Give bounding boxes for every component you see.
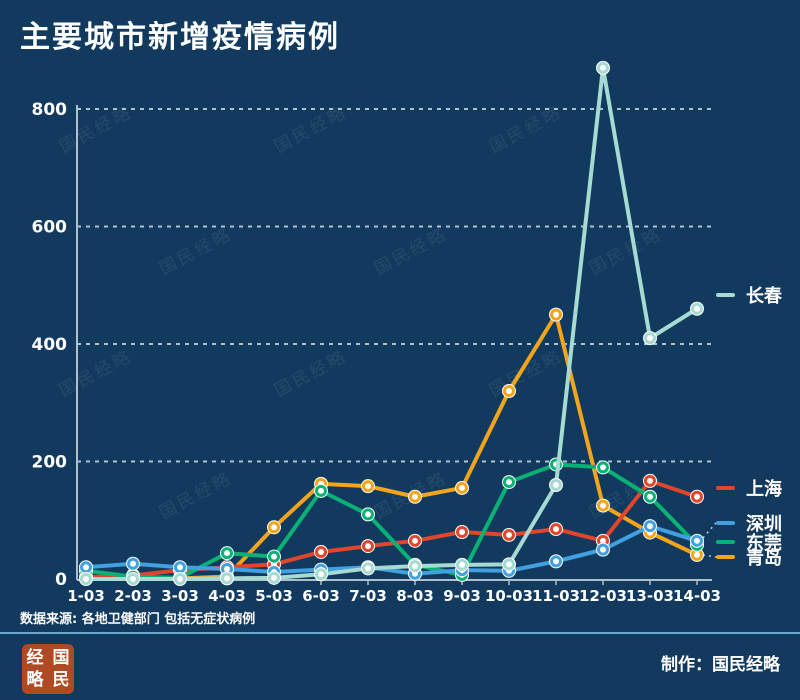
data-point [315, 545, 327, 558]
data-point [550, 523, 562, 536]
logo-char: 国 [52, 648, 70, 668]
data-point [503, 528, 515, 541]
x-tick-label: 6-03 [302, 587, 340, 605]
x-tick-label: 2-03 [114, 587, 152, 605]
series-长春 [79, 60, 704, 586]
legend-item-长春: 长春 [716, 284, 782, 307]
chart-title: 主要城市新增疫情病例 [20, 20, 340, 55]
data-point [221, 572, 233, 585]
y-tick-label: 0 [55, 570, 67, 590]
y-tick-label: 400 [32, 335, 68, 355]
x-tick-label: 10-03 [485, 587, 533, 605]
producer-credit: 制作：国民经略 [661, 655, 780, 675]
x-tick-label: 11-03 [532, 587, 580, 605]
series-line [84, 478, 699, 580]
data-point [550, 479, 562, 491]
x-tick-label: 9-03 [443, 587, 481, 605]
data-point [691, 534, 703, 547]
source-note: 数据来源: 各地卫健部门 包括无症状病例 [20, 612, 256, 627]
data-point [597, 499, 609, 512]
y-tick-label: 600 [32, 218, 68, 238]
data-point [456, 526, 468, 538]
series-line [84, 65, 699, 581]
legend-dash-icon [716, 293, 735, 297]
data-point [644, 520, 656, 533]
legend-label: 深圳 [746, 514, 782, 535]
data-point [503, 476, 515, 489]
data-point [456, 481, 468, 494]
legend-item-青岛: 青岛 [716, 546, 782, 569]
y-tick-label: 200 [32, 453, 68, 473]
data-point [268, 571, 280, 584]
data-point [268, 550, 280, 563]
y-tick-label: 800 [32, 100, 68, 120]
data-point [221, 547, 233, 560]
legend-dash-icon [716, 486, 735, 490]
data-point [691, 302, 703, 315]
data-point [174, 573, 186, 585]
data-point [503, 385, 515, 397]
data-point [409, 560, 421, 573]
data-point [362, 540, 374, 553]
x-tick-label: 5-03 [255, 587, 293, 605]
data-point [644, 490, 656, 503]
legend-connector-qingdao [702, 554, 717, 558]
legend-label: 长春 [746, 286, 782, 307]
data-point [80, 573, 92, 585]
line-chart: 0 200 400 600 800 1-03 2-03 3-03 4-03 5-03 6-03 7-0… [32, 60, 721, 605]
series-line [84, 524, 699, 576]
data-point [409, 534, 421, 547]
data-point [691, 490, 703, 503]
legend-dash-icon [716, 540, 735, 544]
data-point [315, 484, 327, 497]
legend-item-深圳: 深圳 [716, 512, 782, 535]
data-point [362, 480, 374, 493]
legend-connector-shenzhen [702, 522, 717, 539]
brand-seal-logo: 经 国 略 民 [22, 644, 74, 694]
data-point [268, 521, 280, 534]
x-tick-label: 7-03 [349, 587, 387, 605]
data-point [362, 562, 374, 575]
data-point [409, 490, 421, 503]
legend-item-上海: 上海 [716, 477, 782, 500]
legend-label: 青岛 [746, 548, 782, 569]
data-point [597, 61, 609, 74]
legend-dash-icon [716, 521, 735, 525]
data-point [174, 561, 186, 574]
data-point [550, 308, 562, 321]
x-tick-label: 12-03 [579, 587, 627, 605]
x-tick-label: 8-03 [396, 587, 434, 605]
footer-divider [0, 632, 800, 634]
logo-char: 经 [26, 648, 44, 668]
x-tick-label: 13-03 [626, 587, 674, 605]
data-point [597, 461, 609, 474]
legend-dash-icon [716, 555, 735, 559]
series-深圳 [79, 519, 704, 581]
data-point [315, 568, 327, 581]
data-point [456, 558, 468, 571]
data-point [550, 555, 562, 568]
x-tick-label: 4-03 [208, 587, 246, 605]
legend-item-东莞: 东莞 [716, 531, 782, 554]
data-point [80, 561, 92, 574]
data-point [644, 474, 656, 487]
x-tick-label: 1-03 [67, 587, 105, 605]
data-point [362, 508, 374, 521]
logo-char: 民 [52, 670, 70, 690]
data-point [597, 543, 609, 556]
legend-label: 东莞 [746, 533, 782, 554]
data-point [644, 332, 656, 345]
data-point [127, 573, 139, 585]
series-line [84, 462, 699, 580]
data-point [503, 558, 515, 571]
data-point [127, 557, 139, 570]
x-tick-label: 14-03 [673, 587, 721, 605]
legend-label: 上海 [746, 479, 782, 500]
x-tick-label: 3-03 [161, 587, 199, 605]
logo-char: 略 [26, 670, 44, 690]
